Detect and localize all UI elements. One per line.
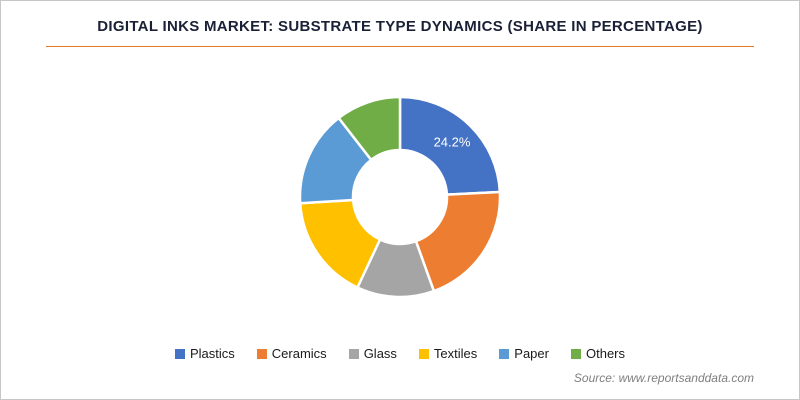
legend-swatch-plastics: [174, 348, 185, 359]
data-label-plastics: 24.2%: [434, 134, 471, 149]
legend-item-others: Others: [570, 346, 625, 361]
pie-slice-ceramics: [414, 190, 502, 292]
chart-title: DIGITAL INKS MARKET: SUBSTRATE TYPE DYNA…: [97, 18, 703, 35]
legend-item-ceramics: Ceramics: [256, 346, 327, 361]
legend-item-paper: Paper: [499, 346, 549, 361]
donut-chart: 24.2%: [298, 95, 502, 298]
legend-label-plastics: Plastics: [189, 346, 235, 361]
legend-item-textiles: Textiles: [418, 346, 478, 361]
legend-label-ceramics: Ceramics: [271, 346, 327, 361]
legend-swatch-glass: [348, 348, 359, 359]
legend-label-others: Others: [585, 346, 625, 361]
donut-chart-area: 24.2%: [1, 47, 799, 346]
chart-legend: Plastics Ceramics Glass Textiles Paper Others: [1, 346, 799, 361]
legend-swatch-paper: [499, 348, 510, 359]
pie-slice-others: [337, 95, 402, 161]
title-divider: [46, 46, 754, 47]
legend-item-glass: Glass: [348, 346, 397, 361]
source-attribution: Source: www.reportsanddata.com: [573, 371, 754, 385]
legend-swatch-ceramics: [256, 348, 267, 359]
legend-label-textiles: Textiles: [433, 346, 478, 361]
legend-item-plastics: Plastics: [174, 346, 235, 361]
legend-swatch-textiles: [418, 348, 429, 359]
legend-label-paper: Paper: [514, 346, 549, 361]
pie-slice-plastics: [398, 95, 502, 196]
legend-swatch-others: [570, 348, 581, 359]
legend-label-glass: Glass: [363, 346, 397, 361]
